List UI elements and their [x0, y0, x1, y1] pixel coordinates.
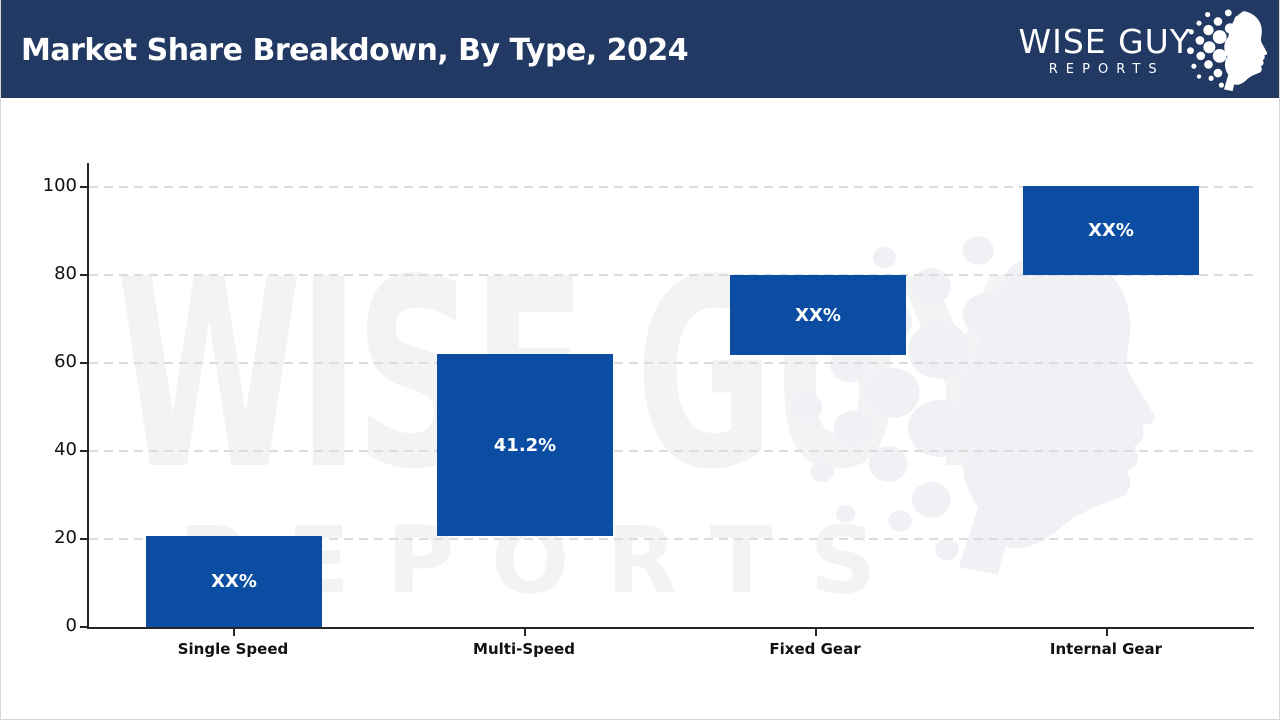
- y-tick-100: [80, 186, 87, 188]
- y-tick-label-80: 80: [54, 263, 77, 284]
- gridline-80: [89, 274, 1253, 276]
- gridline-20: [89, 538, 1253, 540]
- brand-logo: WISE GUY REPORTS: [1018, 4, 1273, 94]
- bar-single-speed: XX%: [146, 536, 322, 627]
- brand-logo-text: WISE GUY REPORTS: [1018, 25, 1191, 77]
- bar-value-label: XX%: [795, 304, 841, 326]
- x-tick-multi-speed: [524, 629, 526, 636]
- y-tick-0: [80, 626, 87, 628]
- category-label-multi-speed: Multi-Speed: [473, 640, 575, 658]
- wiseguy-head-icon: [1187, 9, 1268, 92]
- bar-internal-gear: XX%: [1023, 186, 1199, 275]
- y-tick-label-100: 100: [42, 175, 77, 196]
- bar-value-label: 41.2%: [493, 434, 557, 456]
- bar-multi-speed: 41.2%: [437, 354, 613, 536]
- y-tick-20: [80, 538, 87, 540]
- bar-value-label: XX%: [211, 571, 257, 592]
- x-axis-line: [87, 627, 1254, 629]
- gridline-40: [89, 450, 1253, 452]
- y-axis-line: [87, 163, 89, 628]
- category-label-single-speed: Single Speed: [177, 640, 289, 658]
- category-label-internal-gear: Internal Gear: [1049, 640, 1163, 658]
- y-tick-40: [80, 450, 87, 452]
- y-tick-label-40: 40: [54, 439, 77, 460]
- logo-tagline-label: REPORTS: [1048, 61, 1165, 77]
- bar-value-label: XX%: [1088, 220, 1134, 241]
- category-label-fixed-gear: Fixed Gear: [769, 640, 861, 658]
- x-tick-internal-gear: [1106, 629, 1108, 636]
- y-tick-label-0: 0: [65, 615, 77, 636]
- gridline-100: [89, 186, 1253, 188]
- y-tick-60: [80, 362, 87, 364]
- logo-brand-label: WISE GUY: [1018, 22, 1191, 62]
- y-tick-label-20: 20: [54, 527, 77, 548]
- y-tick-label-60: 60: [54, 351, 77, 372]
- y-tick-80: [80, 274, 87, 276]
- header-band: Market Share Breakdown, By Type, 2024 WI…: [1, 0, 1279, 98]
- bar-fixed-gear: XX%: [730, 275, 906, 355]
- gridline-60: [89, 362, 1253, 364]
- x-tick-fixed-gear: [815, 629, 817, 636]
- x-tick-single-speed: [233, 629, 235, 636]
- page-title: Market Share Breakdown, By Type, 2024: [21, 33, 689, 68]
